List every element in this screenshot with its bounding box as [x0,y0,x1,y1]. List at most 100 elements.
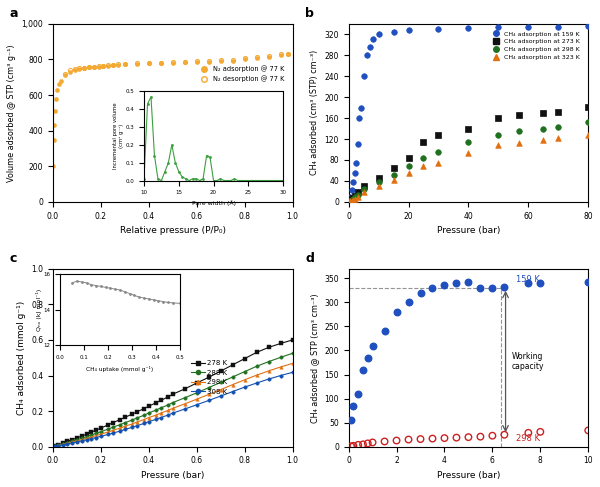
Y-axis label: CH₄ adsorbed (mmol g⁻¹): CH₄ adsorbed (mmol g⁻¹) [17,300,26,415]
CH₄ adsorption at 273 K [419,138,428,146]
CH₄ adsorption at 159 K [359,72,368,80]
278 K [78,433,85,439]
278 K [133,409,140,415]
278 K [217,368,224,374]
288 K [68,438,76,444]
CH₄ adsorption at 273 K [389,164,398,172]
298 K [253,372,260,378]
288 K [164,402,172,408]
CH₄ adsorption at 298 K [515,127,524,135]
278 K [145,403,152,409]
CH₄ adsorption at 159 K [349,178,358,186]
Point [363,439,373,447]
CH₄ adsorption at 159 K [434,25,443,33]
308 K [83,437,90,443]
288 K [83,434,90,440]
Y-axis label: CH₄ adsorbed @ STP (cm³ cm⁻³): CH₄ adsorbed @ STP (cm³ cm⁻³) [310,293,319,423]
298 K [157,410,164,416]
CH₄ adsorption at 323 K [359,188,368,196]
278 K [104,422,112,428]
288 K [193,390,200,396]
308 K [88,436,95,442]
Point [583,427,593,434]
CH₄ adsorption at 323 K [374,182,383,190]
288 K [169,400,176,406]
Point [452,434,461,442]
298 K [116,425,124,431]
298 K [78,437,85,443]
Point [404,299,413,306]
308 K [169,410,176,416]
Point [524,429,533,437]
Point [428,284,437,292]
298 K [73,438,80,444]
CH₄ adsorption at 323 K [353,193,362,201]
CH₄ adsorption at 159 K [352,159,361,167]
308 K [92,434,100,440]
278 K [88,429,95,435]
308 K [78,438,85,444]
Point [488,432,497,440]
Y-axis label: CH₄ adsorbed (cm³ (STP) cm⁻³): CH₄ adsorbed (cm³ (STP) cm⁻³) [310,50,319,175]
278 K [59,440,66,446]
Point [416,289,425,297]
CH₄ adsorption at 323 K [346,197,355,205]
CH₄ adsorption at 273 K [353,188,362,196]
CH₄ adsorption at 323 K [350,195,359,203]
298 K [193,396,200,402]
Point [353,441,363,449]
298 K [104,429,112,435]
288 K [205,385,212,391]
Point [404,436,413,444]
308 K [193,402,200,408]
Text: 159 K: 159 K [517,275,540,284]
Point [380,327,389,335]
308 K [52,444,59,450]
278 K [181,386,188,392]
298 K [217,387,224,393]
278 K [140,406,148,412]
CH₄ adsorption at 298 K [583,118,593,126]
X-axis label: Pressure (bar): Pressure (bar) [437,471,500,480]
Text: d: d [305,251,314,264]
288 K [289,350,296,356]
288 K [128,417,136,423]
Line: 298 K: 298 K [53,362,295,448]
288 K [140,412,148,418]
308 K [73,439,80,445]
278 K [54,442,61,448]
Text: 298 K: 298 K [517,434,541,443]
308 K [253,380,260,386]
288 K [229,374,236,380]
CH₄ adsorption at 323 K [349,196,358,204]
278 K [164,394,172,400]
278 K [116,416,124,422]
278 K [64,438,71,444]
Line: 278 K: 278 K [53,338,295,448]
Point [349,442,358,450]
CH₄ adsorption at 298 K [434,148,443,156]
X-axis label: Pressure (bar): Pressure (bar) [141,471,205,480]
CH₄ adsorption at 159 K [404,26,413,34]
Point [488,284,497,292]
308 K [128,425,136,431]
CH₄ adsorption at 298 K [404,162,413,170]
278 K [241,356,248,361]
CH₄ adsorption at 298 K [344,197,354,205]
CH₄ adsorption at 323 K [583,131,593,139]
278 K [83,431,90,437]
298 K [59,442,66,448]
288 K [253,363,260,369]
278 K [52,443,59,449]
CH₄ adsorption at 273 K [344,197,354,205]
278 K [152,400,160,406]
278 K [68,437,76,443]
Point [416,435,425,443]
278 K [265,344,272,350]
308 K [265,376,272,382]
CH₄ adsorption at 273 K [515,112,524,119]
288 K [241,369,248,375]
298 K [128,421,136,427]
Point [536,279,545,286]
Legend: 278 K, 288 K, 298 K, 308 K: 278 K, 288 K, 298 K, 308 K [188,357,230,397]
